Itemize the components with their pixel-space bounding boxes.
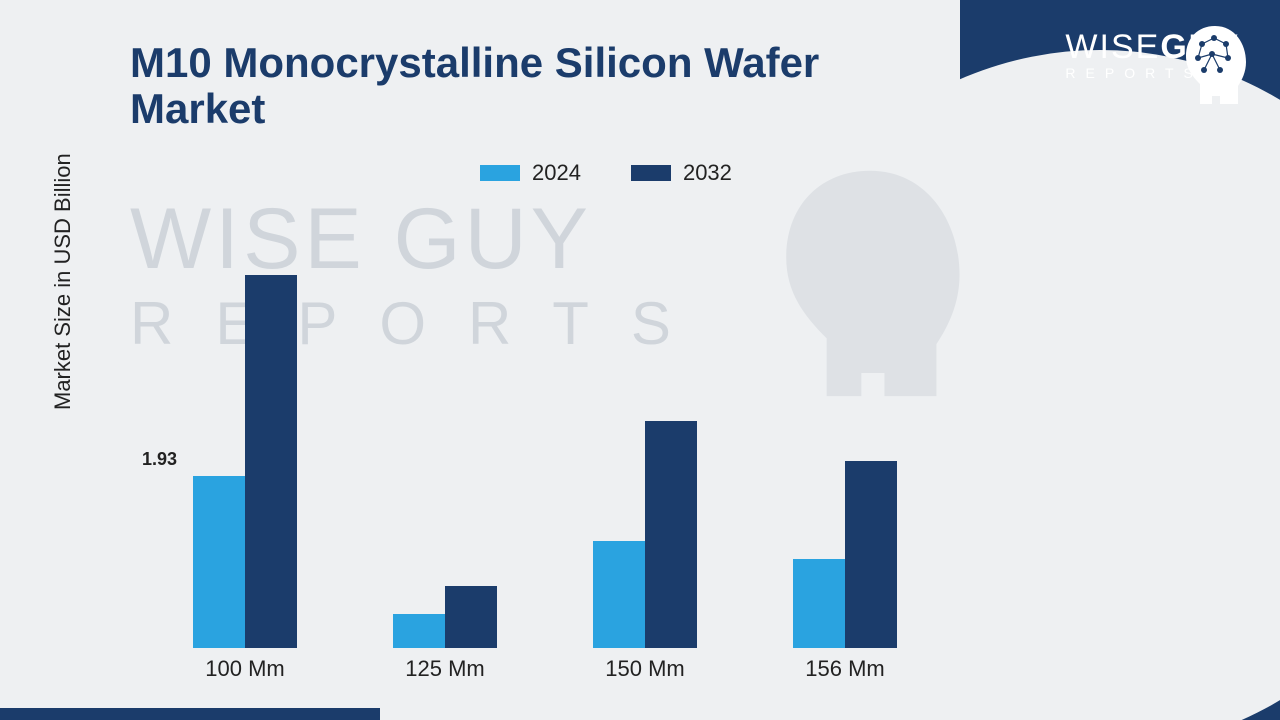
category-label: 150 Mm bbox=[570, 656, 720, 682]
bar-2032 bbox=[245, 275, 297, 648]
plot-area: 100 Mm125 Mm150 Mm156 Mm1.93 bbox=[140, 200, 920, 640]
chart: Market Size in USD Billion 2024 2032 100… bbox=[60, 160, 940, 700]
value-label: 1.93 bbox=[142, 449, 177, 470]
bar-group: 100 Mm bbox=[170, 275, 320, 648]
bar-2024 bbox=[393, 614, 445, 648]
bar-2032 bbox=[845, 461, 897, 648]
bar-2024 bbox=[193, 476, 245, 648]
legend-swatch-2024 bbox=[480, 165, 520, 181]
bars-area: 100 Mm 125 Mm 150 Mm 156 Mm 1.93 bbox=[140, 248, 920, 648]
bar-group: 150 Mm bbox=[570, 421, 720, 648]
canvas: WISEGUY REPORTS M10 Monocrystalline Sili… bbox=[0, 0, 1280, 720]
brand-logo: WISEGUY REPORTS bbox=[1065, 30, 1240, 80]
bar-2024 bbox=[793, 559, 845, 648]
footer-accent-bar bbox=[0, 708, 380, 720]
legend-label-2024: 2024 bbox=[532, 160, 581, 186]
chart-title: M10 Monocrystalline Silicon Wafer Market bbox=[130, 40, 870, 132]
bar-2032 bbox=[445, 586, 497, 648]
legend: 2024 2032 bbox=[480, 160, 732, 186]
y-axis-label: Market Size in USD Billion bbox=[50, 153, 76, 410]
legend-item-2024: 2024 bbox=[480, 160, 581, 186]
legend-item-2032: 2032 bbox=[631, 160, 732, 186]
bar-2024 bbox=[593, 541, 645, 648]
brand-word-1: WISE bbox=[1065, 28, 1160, 66]
category-label: 100 Mm bbox=[170, 656, 320, 682]
brand-head-icon bbox=[1180, 24, 1250, 114]
bar-group: 125 Mm bbox=[370, 586, 520, 648]
legend-label-2032: 2032 bbox=[683, 160, 732, 186]
bar-group: 156 Mm bbox=[770, 461, 920, 648]
category-label: 156 Mm bbox=[770, 656, 920, 682]
category-label: 125 Mm bbox=[370, 656, 520, 682]
legend-swatch-2032 bbox=[631, 165, 671, 181]
bar-2032 bbox=[645, 421, 697, 648]
